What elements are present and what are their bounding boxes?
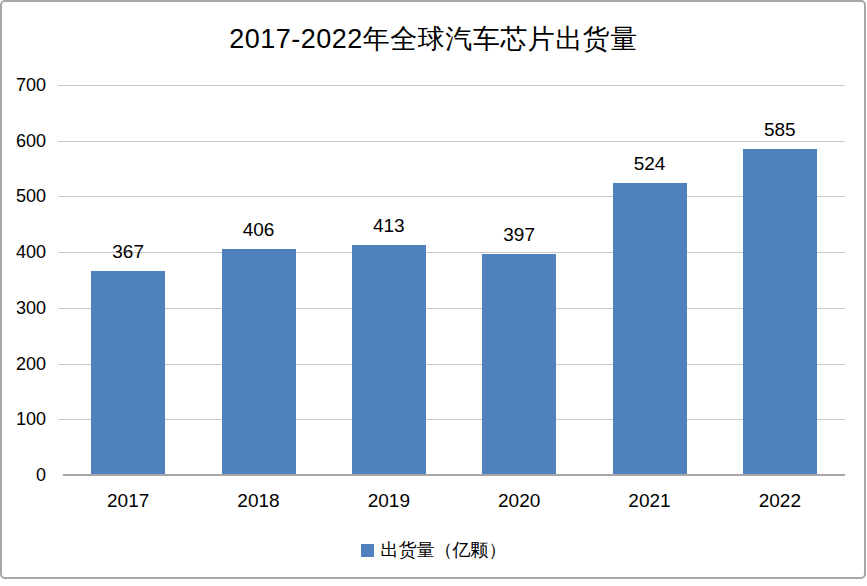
bar-2018: [222, 249, 296, 475]
y-tick-label-300: 300: [0, 297, 46, 319]
gridline-300: [58, 308, 845, 309]
gridline-200: [58, 364, 845, 365]
data-label-2017: 367: [63, 240, 193, 264]
chart-canvas: 2017-2022年全球汽车芯片出货量 0 100 200 300 400 500 600 7…: [0, 0, 867, 586]
bar-2021: [613, 183, 687, 475]
bar-2020: [482, 254, 556, 475]
chart-title: 2017-2022年全球汽车芯片出货量: [0, 21, 867, 57]
y-tick-label-100: 100: [0, 408, 46, 430]
y-tick-label-200: 200: [0, 353, 46, 375]
x-axis-line: [63, 474, 845, 476]
plot-area: [58, 85, 845, 475]
y-tick-label-400: 400: [0, 241, 46, 263]
data-label-2021: 524: [585, 152, 715, 176]
data-label-2019: 413: [324, 214, 454, 238]
bar-2017: [91, 271, 165, 475]
legend-square-icon: [361, 544, 374, 557]
x-axis-label-2017: 2017: [63, 489, 193, 513]
legend: 出货量（亿颗）: [0, 538, 867, 562]
x-axis-label-2020: 2020: [454, 489, 584, 513]
bar-2022: [743, 149, 817, 475]
x-axis-label-2019: 2019: [324, 489, 454, 513]
legend-label: 出货量（亿颗）: [381, 538, 507, 562]
data-label-2020: 397: [454, 223, 584, 247]
bar-2019: [352, 245, 426, 475]
gridline-700: [58, 85, 845, 86]
y-tick-label-500: 500: [0, 185, 46, 207]
x-axis-label-2022: 2022: [715, 489, 845, 513]
x-axis-label-2021: 2021: [585, 489, 715, 513]
data-label-2022: 585: [715, 118, 845, 142]
gridline-500: [58, 196, 845, 197]
x-axis-label-2018: 2018: [194, 489, 324, 513]
y-tick-label-0: 0: [0, 464, 46, 486]
y-tick-label-700: 700: [0, 74, 46, 96]
y-tick-label-600: 600: [0, 130, 46, 152]
gridline-100: [58, 419, 845, 420]
data-label-2018: 406: [194, 218, 324, 242]
